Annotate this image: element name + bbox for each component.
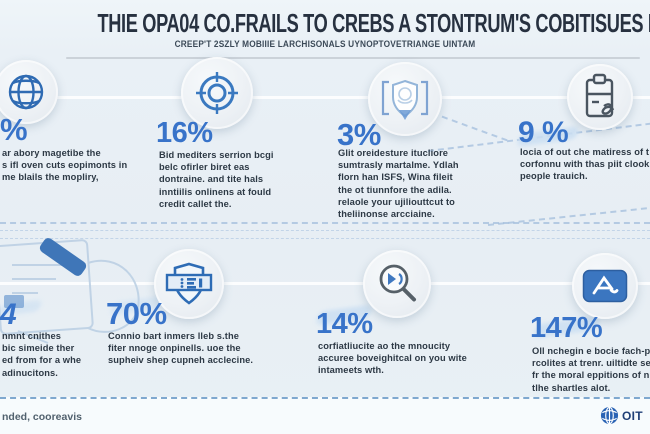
stat8-value: 147% bbox=[530, 312, 603, 344]
footer-caption: nded, cooreavis bbox=[2, 411, 82, 423]
stat2-text: Bid mediters serrion bcgi belc ofirler b… bbox=[159, 150, 274, 209]
magnifier-icon bbox=[379, 264, 416, 302]
bracket-shield-icon bbox=[381, 79, 429, 120]
dashed-diagonal-1 bbox=[431, 112, 508, 142]
stat7-icon-circle bbox=[363, 250, 431, 318]
shield-banner-icon bbox=[165, 262, 213, 305]
dashed-band-2 bbox=[0, 230, 650, 231]
title-divider bbox=[66, 57, 640, 59]
stat4-icon-circle bbox=[567, 64, 633, 130]
device-sketch-icon bbox=[0, 238, 140, 344]
stat1-text: ar abory magetibe the s ifl oven cuts eo… bbox=[2, 148, 128, 183]
stat4-value: 9 % bbox=[518, 116, 569, 149]
stat2-value: 16% bbox=[156, 117, 213, 149]
image-button-icon bbox=[582, 269, 628, 303]
stat5-value: 4 bbox=[0, 298, 17, 331]
stat3-value: 3% bbox=[337, 117, 381, 152]
stat6-icon-circle bbox=[154, 249, 224, 319]
page-subtitle: CREEP'T 2SZLY MOBIIIE LARCHISONALS UYNOP… bbox=[174, 39, 476, 49]
stat3-text: Glit oreidesture itucliore sumtrasly mar… bbox=[338, 148, 459, 220]
stat1-value: % bbox=[0, 112, 28, 147]
title-text: THIE OPA04 CO.FRAILS TO CREBS A STONTRUM… bbox=[97, 8, 650, 38]
stat5-text: nmnt cnithes bic simeide ther ed from fo… bbox=[2, 331, 82, 378]
stat8-text: Oll nchegin e bocie fach-pe rcolites at … bbox=[532, 346, 650, 393]
stat7-value: 14% bbox=[316, 308, 373, 340]
dashed-band-3 bbox=[0, 238, 650, 239]
target-icon bbox=[196, 72, 238, 114]
stat3-icon-circle bbox=[368, 62, 442, 136]
footer-bar: nded, cooreavis OIT bbox=[0, 397, 650, 434]
clipboard-signature-icon bbox=[585, 73, 615, 118]
stat6-text: Connio bart inmers lleb s.the fiter nnog… bbox=[108, 331, 254, 366]
row1-connector-line bbox=[0, 96, 650, 99]
stat1-icon-circle bbox=[0, 60, 58, 124]
globe-icon bbox=[8, 74, 44, 110]
brand-name: OIT bbox=[622, 408, 643, 423]
page-title: THIE OPA04 CO.FRAILS TO CREBS A STONTRUM… bbox=[98, 8, 650, 39]
stat2-icon-circle bbox=[181, 57, 253, 129]
stat6-value: 70% bbox=[106, 296, 167, 331]
footer-brand: OIT bbox=[600, 406, 643, 425]
stat7-text: corfiatliucite ao the mnoucity accuree b… bbox=[318, 341, 467, 376]
stat4-text: locia of out che matiress of t corfonnu … bbox=[520, 147, 650, 182]
globe-logo-icon bbox=[600, 406, 619, 425]
stat8-icon-circle bbox=[572, 253, 638, 319]
dashed-band-1 bbox=[0, 222, 650, 224]
row2-connector-line bbox=[0, 282, 650, 285]
